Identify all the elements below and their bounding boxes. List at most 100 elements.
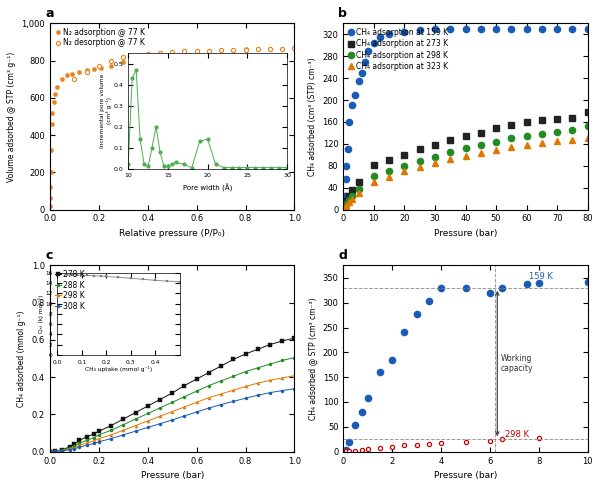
Line: 288 K: 288 K [49, 356, 296, 453]
N₂ adsorption @ 77 K [242, 46, 249, 52]
N₂ adsorption @ 77 K [50, 99, 57, 105]
N₂ desorption @ 77 K [169, 49, 176, 55]
CH₄ adsorption at 323 K [493, 147, 500, 153]
288 K [66, 445, 73, 451]
308 K [218, 402, 225, 408]
CH₄ adsorption at 273 K [355, 179, 362, 185]
CH₄ adsorption at 159 K [352, 92, 359, 97]
308 K [132, 428, 139, 434]
N₂ desorption @ 77 K [242, 47, 249, 53]
N₂ adsorption @ 77 K [278, 46, 286, 52]
308 K [71, 446, 78, 451]
N₂ adsorption @ 77 K [47, 184, 54, 190]
298 K [181, 404, 188, 410]
288 K [242, 369, 249, 375]
CH₄ adsorption at 273 K [346, 193, 353, 199]
278 K [59, 447, 66, 453]
CH₄ adsorption at 273 K [477, 130, 484, 136]
N₂ adsorption @ 77 K [59, 76, 66, 82]
CH₄ adsorption at 159 K [349, 103, 356, 109]
278 K [107, 423, 115, 429]
CH₄ adsorption at 273 K [554, 116, 561, 122]
308 K [51, 449, 58, 454]
298 K [83, 440, 90, 446]
CH₄ adsorption at 159 K [538, 26, 545, 32]
298 K [218, 391, 225, 397]
308 K [242, 395, 249, 401]
298 K [254, 380, 262, 386]
308 K [291, 386, 298, 392]
CH₄ adsorption at 273 K [569, 114, 576, 120]
278 K [91, 431, 98, 437]
CH₄ adsorption at 273 K [386, 157, 393, 163]
Legend: N₂ adsorption @ 77 K, N₂ desorption @ 77 K: N₂ adsorption @ 77 K, N₂ desorption @ 77… [54, 27, 146, 48]
308 K [66, 447, 73, 453]
308 K [266, 390, 274, 395]
278 K [266, 342, 274, 348]
308 K [76, 444, 83, 450]
308 K [157, 421, 164, 427]
308 K [95, 439, 103, 445]
Text: 159 K: 159 K [529, 272, 553, 281]
CH₄ adsorption at 159 K [493, 26, 500, 32]
298 K [169, 409, 176, 414]
308 K [107, 436, 115, 442]
CH₄ adsorption at 298 K [349, 193, 356, 199]
CH₄ adsorption at 298 K [346, 197, 353, 203]
Text: Working
capacity: Working capacity [501, 354, 533, 373]
288 K [76, 440, 83, 446]
CH₄ adsorption at 159 K [358, 70, 365, 75]
CH₄ adsorption at 273 K [523, 119, 530, 125]
288 K [193, 388, 200, 394]
CH₄ adsorption at 159 K [341, 193, 349, 199]
N₂ desorption @ 77 K [291, 46, 298, 52]
N₂ adsorption @ 77 K [144, 56, 151, 62]
308 K [181, 413, 188, 419]
N₂ desorption @ 77 K [157, 50, 164, 56]
278 K [193, 376, 200, 382]
N₂ adsorption @ 77 K [68, 71, 76, 76]
N₂ adsorption @ 77 K [83, 67, 90, 73]
Text: a: a [45, 7, 53, 19]
298 K [107, 432, 115, 438]
CH₄ adsorption at 323 K [584, 135, 592, 141]
298 K [230, 387, 237, 393]
N₂ desorption @ 77 K [144, 51, 151, 56]
CH₄ adsorption at 159 K [401, 29, 408, 35]
N₂ adsorption @ 77 K [218, 47, 225, 53]
Text: b: b [338, 7, 347, 19]
N₂ desorption @ 77 K [266, 46, 274, 52]
CH₄ adsorption at 298 K [341, 205, 348, 211]
CH₄ adsorption at 159 K [584, 26, 592, 32]
CH₄ adsorption at 273 K [416, 147, 423, 152]
N₂ adsorption @ 77 K [64, 73, 71, 78]
N₂ adsorption @ 77 K [98, 65, 105, 71]
N₂ adsorption @ 77 K [169, 52, 176, 58]
308 K [59, 448, 66, 454]
278 K [95, 428, 103, 434]
278 K [51, 448, 58, 454]
CH₄ adsorption at 298 K [477, 142, 484, 148]
278 K [120, 416, 127, 422]
N₂ adsorption @ 77 K [49, 121, 56, 127]
CH₄ adsorption at 273 K [341, 202, 349, 208]
CH₄ adsorption at 323 K [431, 160, 439, 166]
N₂ adsorption @ 77 K [76, 69, 83, 75]
CH₄ adsorption at 323 K [370, 179, 377, 185]
CH₄ adsorption at 298 K [431, 154, 439, 160]
288 K [91, 435, 98, 441]
CH₄ adsorption at 159 K [361, 59, 368, 65]
278 K [254, 346, 262, 352]
CH₄ adsorption at 323 K [386, 174, 393, 180]
CH₄ adsorption at 273 K [431, 142, 439, 148]
CH₄ adsorption at 159 K [523, 26, 530, 32]
CH₄ adsorption at 159 K [508, 26, 515, 32]
298 K [59, 448, 66, 453]
278 K [242, 351, 249, 357]
308 K [144, 425, 151, 431]
CH₄ adsorption at 298 K [355, 186, 362, 192]
CH₄ adsorption at 323 K [349, 196, 356, 202]
N₂ adsorption @ 77 K [107, 63, 115, 69]
308 K [230, 398, 237, 404]
N₂ desorption @ 77 K [107, 57, 115, 63]
